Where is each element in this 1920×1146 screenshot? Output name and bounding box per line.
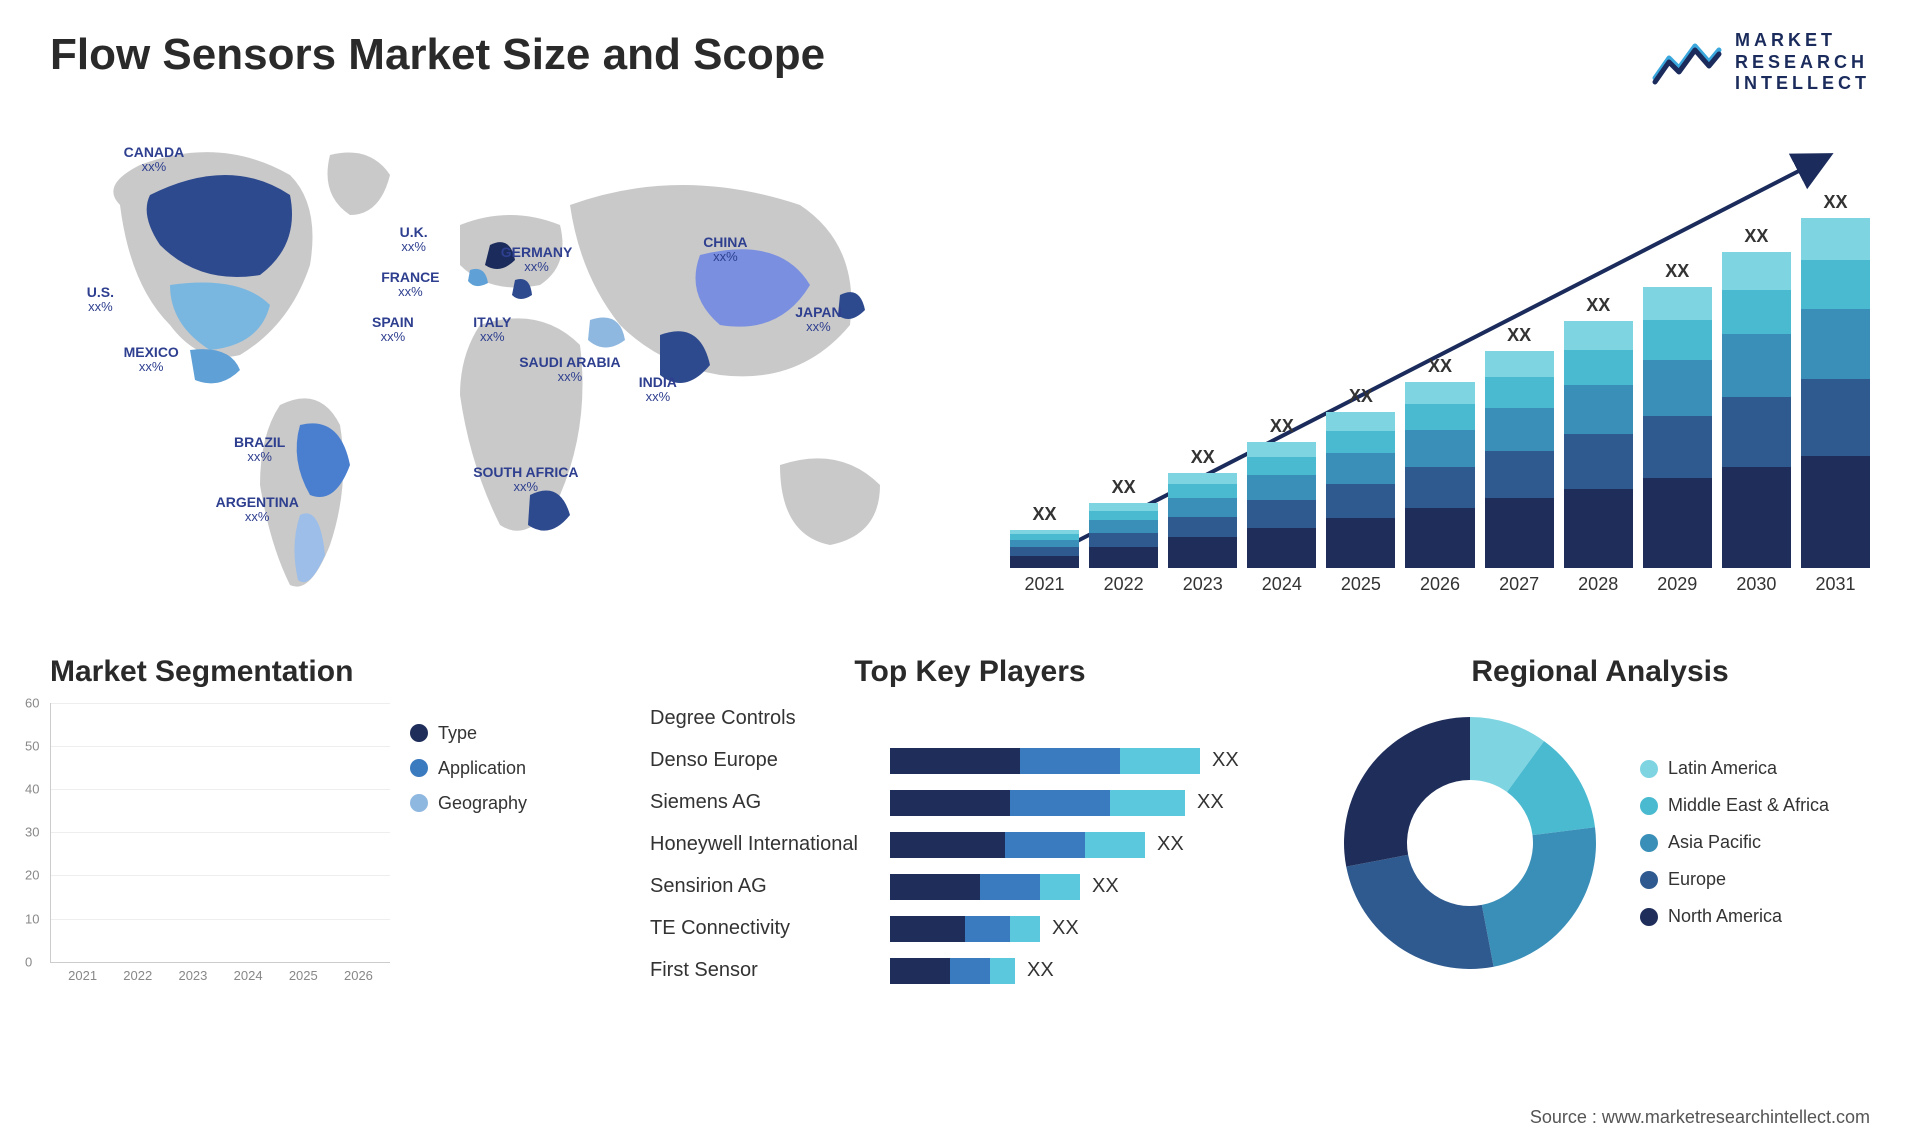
- regional-legend: Latin America Middle East & Africa Asia Pa…: [1640, 758, 1829, 927]
- player-row: Sensirion AGXX: [650, 871, 1290, 903]
- players-panel: Top Key Players Degree Controls Denso Eur…: [650, 655, 1290, 997]
- forecast-chart: XX2021XX2022XX2023XX2024XX2025XX2026XX20…: [1010, 125, 1870, 625]
- segmentation-title: Market Segmentation: [50, 655, 610, 689]
- segmentation-panel: Market Segmentation 10203040506002021202…: [50, 655, 610, 997]
- legend-item: Europe: [1640, 869, 1829, 890]
- players-title: Top Key Players: [650, 655, 1290, 689]
- legend-item: Type: [410, 723, 527, 744]
- forecast-bar: XX2031: [1801, 218, 1870, 595]
- forecast-bar: XX2024: [1247, 442, 1316, 594]
- donut-segment: [1344, 717, 1470, 867]
- map-label: GERMANYxx%: [501, 245, 573, 275]
- player-row: Degree Controls: [650, 703, 1290, 735]
- logo-text-1: MARKET: [1735, 30, 1870, 52]
- regional-panel: Regional Analysis Latin America Middle Ea…: [1330, 655, 1870, 997]
- regional-donut-chart: [1330, 703, 1610, 983]
- player-row: Honeywell InternationalXX: [650, 829, 1290, 861]
- page-title: Flow Sensors Market Size and Scope: [50, 30, 825, 80]
- forecast-bar: XX2029: [1643, 287, 1712, 595]
- map-label: ARGENTINAxx%: [216, 495, 299, 525]
- map-label: U.K.xx%: [400, 225, 428, 255]
- map-label: ITALYxx%: [473, 315, 511, 345]
- player-row: TE ConnectivityXX: [650, 913, 1290, 945]
- map-label: SOUTH AFRICAxx%: [473, 465, 578, 495]
- segmentation-chart: 1020304050600202120222023202420252026: [50, 703, 390, 963]
- player-row: Siemens AGXX: [650, 787, 1290, 819]
- world-map-svg: [50, 125, 970, 625]
- forecast-bar: XX2022: [1089, 503, 1158, 595]
- forecast-bar: XX2027: [1485, 351, 1554, 595]
- segmentation-legend: Type Application Geography: [410, 703, 527, 963]
- map-label: JAPANxx%: [795, 305, 841, 335]
- forecast-bar: XX2023: [1168, 473, 1237, 595]
- regional-title: Regional Analysis: [1330, 655, 1870, 689]
- player-row: First SensorXX: [650, 955, 1290, 987]
- forecast-bar: XX2028: [1564, 321, 1633, 595]
- map-label: BRAZILxx%: [234, 435, 285, 465]
- legend-item: North America: [1640, 906, 1829, 927]
- logo-text-3: INTELLECT: [1735, 73, 1870, 95]
- world-map-chart: CANADAxx% U.S.xx% MEXICOxx% BRAZILxx% ARGENT…: [50, 125, 970, 625]
- legend-item: Geography: [410, 793, 527, 814]
- map-label: CHINAxx%: [703, 235, 747, 265]
- map-label: INDIAxx%: [639, 375, 677, 405]
- legend-item: Asia Pacific: [1640, 832, 1829, 853]
- logo-text-2: RESEARCH: [1735, 52, 1870, 74]
- forecast-bar: XX2030: [1722, 252, 1791, 594]
- source-citation: Source : www.marketresearchintellect.com: [1530, 1107, 1870, 1128]
- forecast-bar: XX2021: [1010, 530, 1079, 595]
- player-row: Denso EuropeXX: [650, 745, 1290, 777]
- map-label: FRANCExx%: [381, 270, 439, 300]
- map-label: U.S.xx%: [87, 285, 114, 315]
- map-label: MEXICOxx%: [124, 345, 179, 375]
- map-label: SPAINxx%: [372, 315, 414, 345]
- logo-mark-icon: [1651, 38, 1723, 86]
- forecast-bar: XX2025: [1326, 412, 1395, 595]
- legend-item: Middle East & Africa: [1640, 795, 1829, 816]
- legend-item: Application: [410, 758, 527, 779]
- brand-logo: MARKET RESEARCH INTELLECT: [1651, 30, 1870, 95]
- donut-segment: [1482, 827, 1596, 967]
- forecast-bar: XX2026: [1405, 382, 1474, 595]
- map-label: CANADAxx%: [124, 145, 185, 175]
- donut-segment: [1346, 855, 1493, 969]
- legend-item: Latin America: [1640, 758, 1829, 779]
- map-label: SAUDI ARABIAxx%: [519, 355, 620, 385]
